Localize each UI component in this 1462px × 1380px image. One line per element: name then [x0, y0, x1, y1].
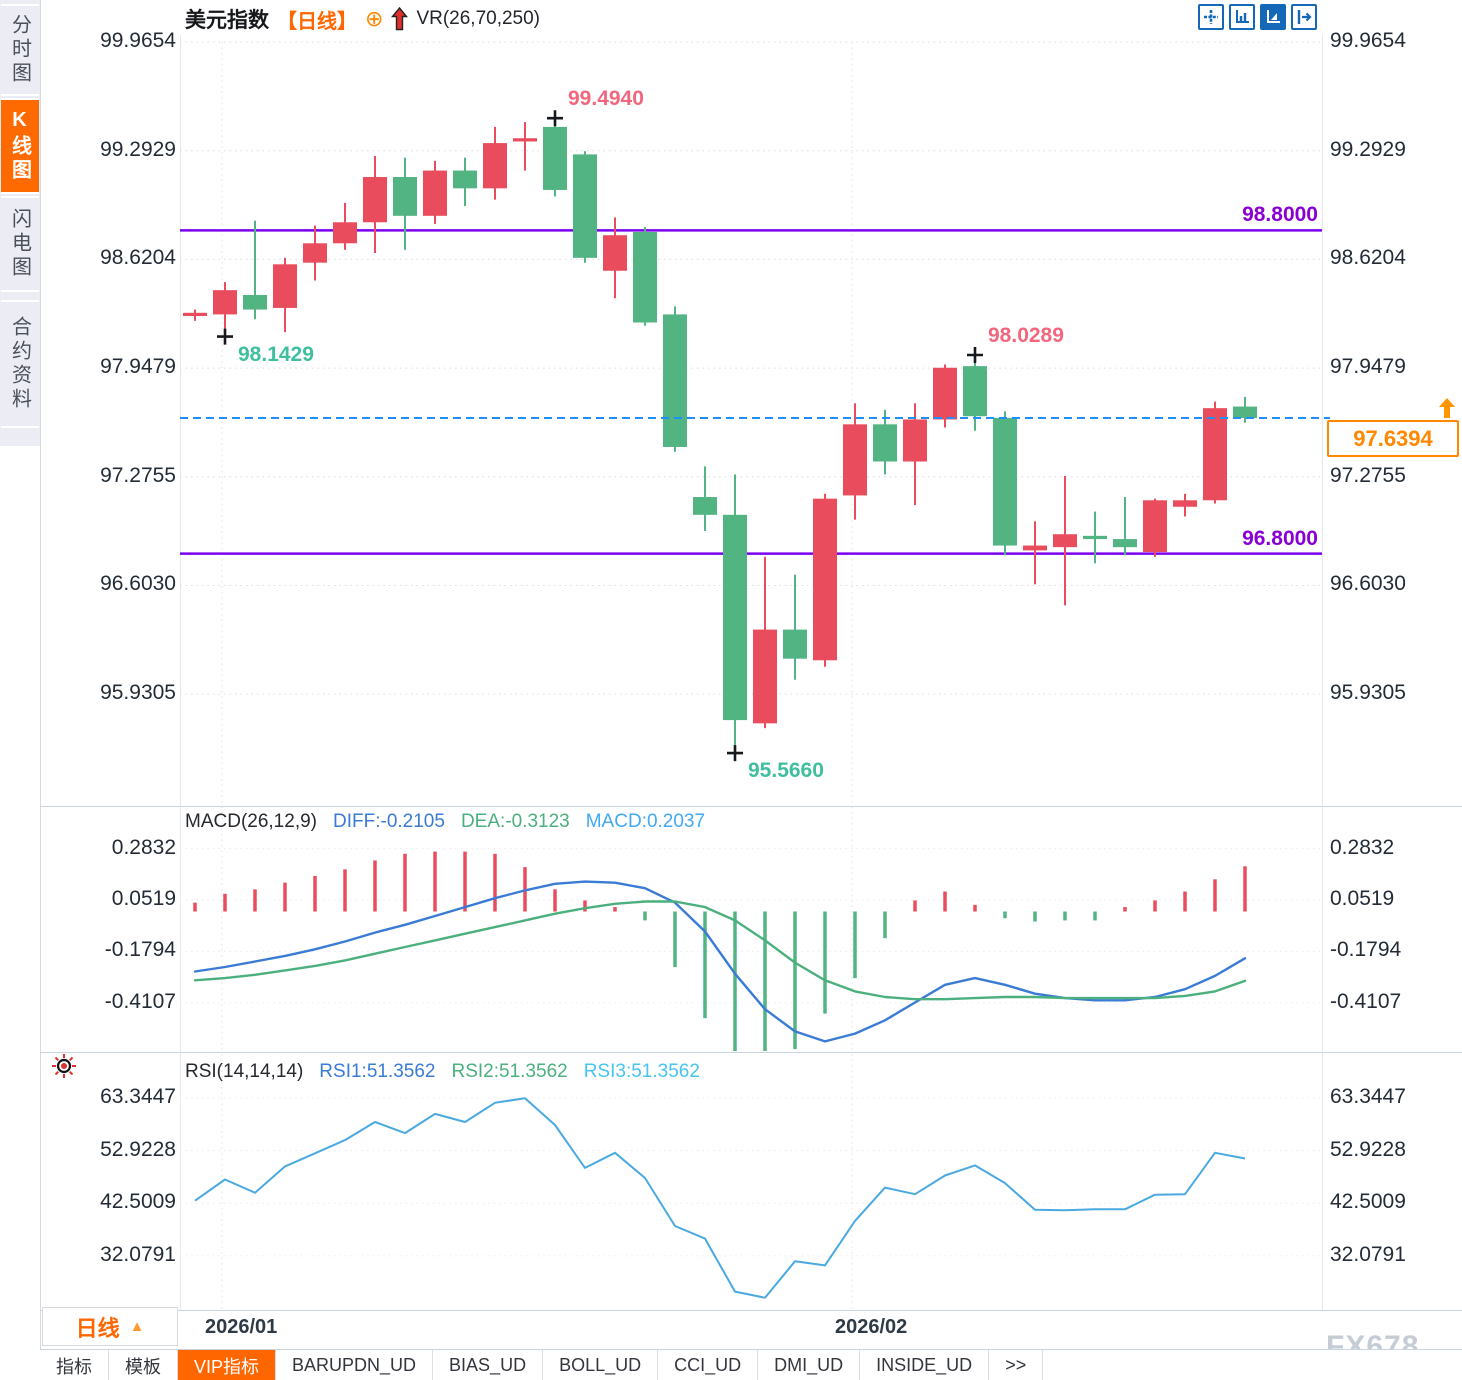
indicator-tab-bar: 指标 模板 VIP指标 BARUPDN_UD BIAS_UD BOLL_UD CCI_UD D…: [40, 1349, 1462, 1380]
overlay-indicator-label[interactable]: VR(26,70,250): [416, 8, 541, 29]
bottom-tab-inside_ud[interactable]: INSIDE_UD: [860, 1350, 990, 1380]
bottom-tab-cci_ud[interactable]: CCI_UD: [658, 1350, 759, 1380]
sidebar: 分时图 K线图 闪电图合约资料: [0, 0, 41, 1380]
bottom-tab-vip[interactable]: VIP指标: [178, 1350, 277, 1380]
sidebar-tab-3[interactable]: 闪电图: [1, 196, 39, 292]
bottom-tab-dmi_ud[interactable]: DMI_UD: [758, 1350, 861, 1380]
sidebar-tab-1[interactable]: 分时图: [1, 4, 39, 96]
bottom-tab-[interactable]: 模板: [109, 1350, 178, 1380]
timeframe-label: 日线: [75, 1315, 120, 1341]
crosshair-icon[interactable]: [1198, 4, 1224, 30]
rsi2-value: RSI2:51.3562: [451, 1061, 568, 1082]
chart-title-row: 美元指数 【日线】 ⊕ VR(26,70,250): [185, 5, 540, 33]
rsi3-value: RSI3:51.3562: [583, 1061, 700, 1082]
timeframe-button[interactable]: 日线 ▲: [42, 1307, 178, 1346]
macd-diff-value: DIFF:-0.2105: [333, 811, 445, 832]
rsi-legend: RSI(14,14,14) RSI1:51.3562 RSI2:51.3562 …: [185, 1061, 700, 1083]
sidebar-tab-2[interactable]: K线图: [1, 98, 39, 194]
axis-range-icon[interactable]: [1229, 4, 1255, 30]
bottom-tab-bias_ud[interactable]: BIAS_UD: [433, 1350, 544, 1380]
last-price-value: 97.6394: [1353, 425, 1433, 451]
rsi-panel-separator: [40, 1052, 1462, 1053]
rsi1-value: RSI1:51.3562: [319, 1061, 436, 1082]
macd-legend: MACD(26,12,9) DIFF:-0.2105 DEA:-0.3123 M…: [185, 811, 705, 833]
plot-left-border: [180, 35, 181, 1310]
circle-plus-icon[interactable]: ⊕: [365, 6, 384, 31]
last-price-box: 97.6394: [1327, 420, 1459, 457]
macd-macd-value: MACD:0.2037: [585, 811, 706, 832]
xaxis-separator: [40, 1310, 1462, 1311]
period-tag[interactable]: 【日线】: [277, 10, 357, 33]
alert-sun-icon[interactable]: [50, 1052, 78, 1080]
symbol-title: 美元指数: [185, 9, 269, 32]
macd-title: MACD(26,12,9): [185, 811, 317, 832]
bottom-tab->>[interactable]: >>: [989, 1350, 1044, 1380]
macd-dea-value: DEA:-0.3123: [460, 811, 570, 832]
bottom-tab-boll_ud[interactable]: BOLL_UD: [543, 1350, 659, 1380]
chart-scale-icon[interactable]: [1260, 4, 1286, 30]
bottom-tab-barupdn_ud[interactable]: BARUPDN_UD: [276, 1350, 434, 1380]
bottom-tab-[interactable]: 指标: [40, 1350, 109, 1380]
macd-panel-separator: [40, 806, 1462, 807]
sidebar-tab-4[interactable]: 合约资料: [1, 300, 39, 428]
pan-right-icon[interactable]: [1291, 4, 1317, 30]
rsi-title: RSI(14,14,14): [185, 1061, 304, 1082]
triangle-up-icon: ▲: [129, 1318, 145, 1335]
red-up-arrow-icon: [391, 7, 409, 31]
plot-right-border: [1322, 35, 1323, 1310]
chart-toolbar: [1198, 4, 1317, 30]
price-up-arrow-icon: [1439, 398, 1455, 418]
